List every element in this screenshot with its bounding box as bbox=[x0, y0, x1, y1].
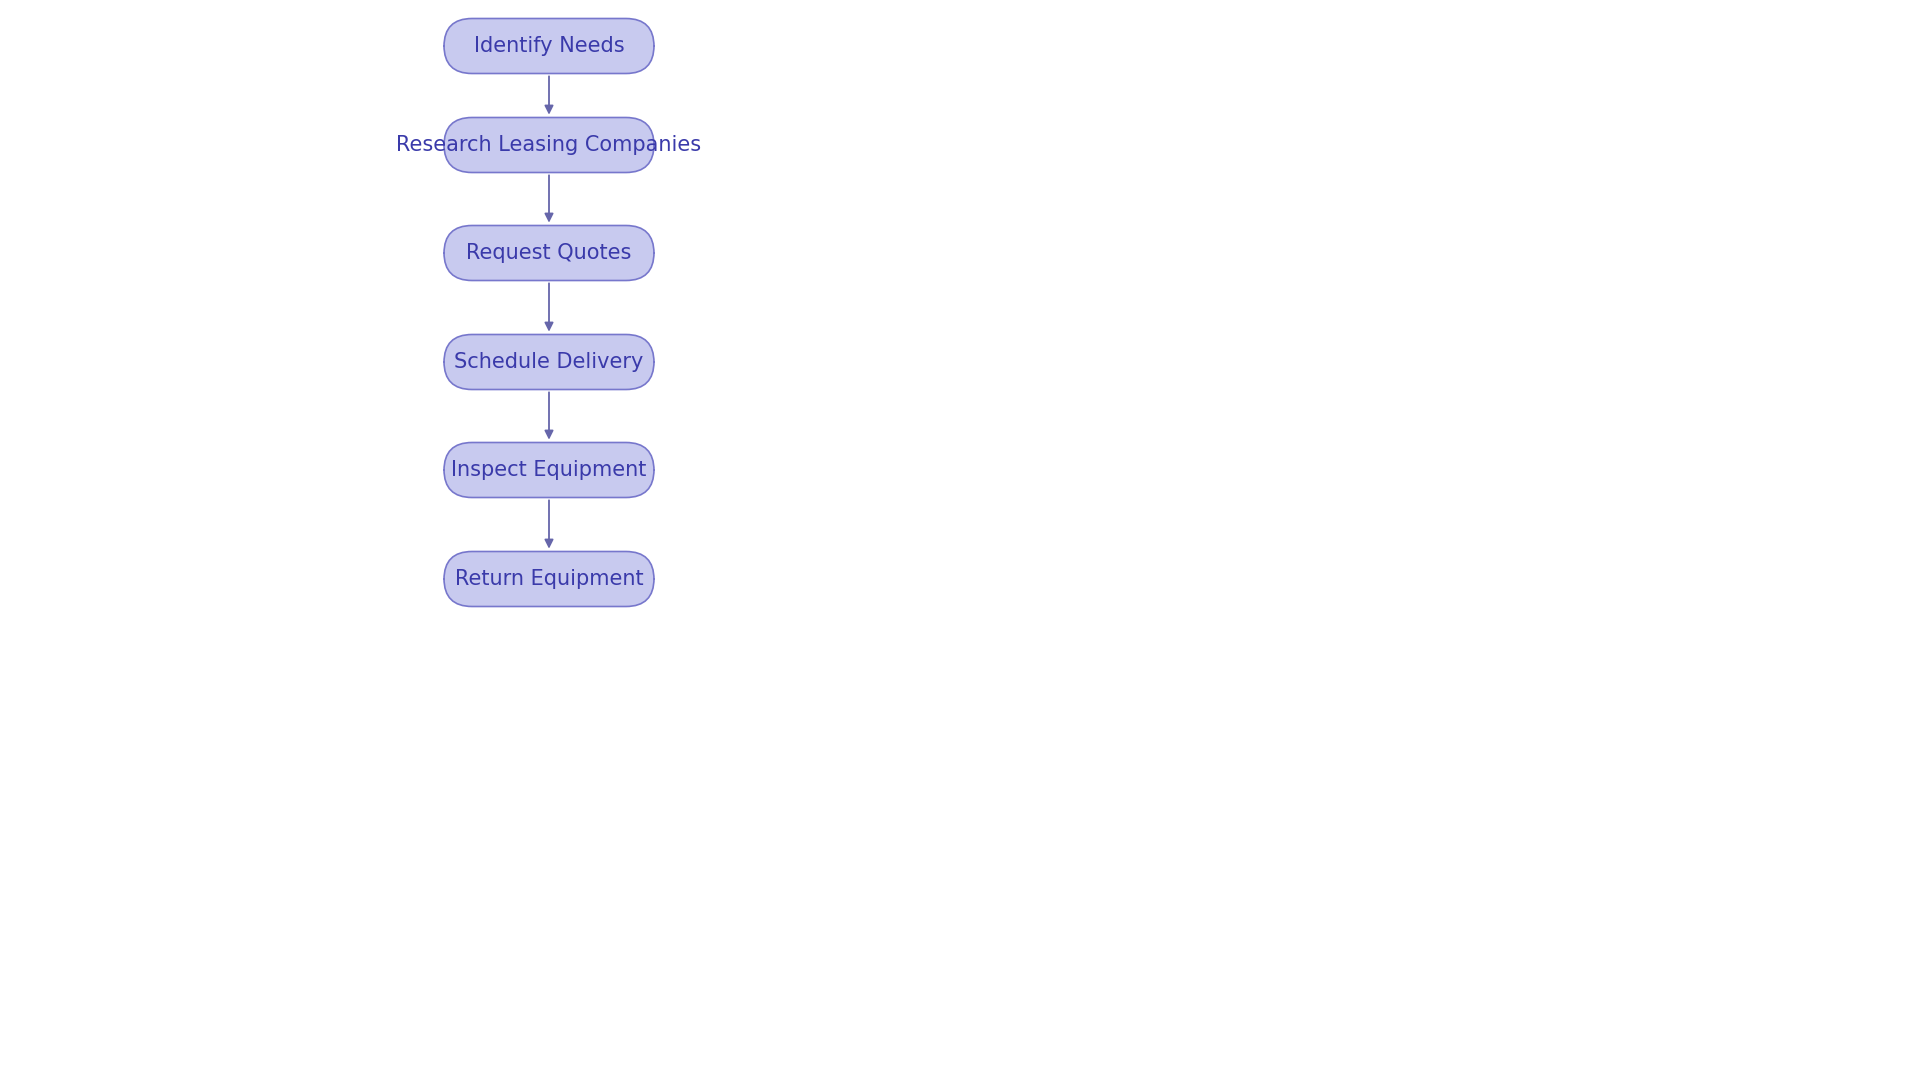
Text: Research Leasing Companies: Research Leasing Companies bbox=[396, 135, 701, 155]
Text: Return Equipment: Return Equipment bbox=[455, 569, 643, 589]
FancyBboxPatch shape bbox=[444, 117, 655, 172]
FancyBboxPatch shape bbox=[444, 225, 655, 280]
FancyBboxPatch shape bbox=[444, 443, 655, 497]
Text: Schedule Delivery: Schedule Delivery bbox=[455, 352, 643, 371]
FancyBboxPatch shape bbox=[444, 551, 655, 606]
Text: Inspect Equipment: Inspect Equipment bbox=[451, 460, 647, 480]
Text: Request Quotes: Request Quotes bbox=[467, 243, 632, 263]
Text: Identify Needs: Identify Needs bbox=[474, 36, 624, 56]
FancyBboxPatch shape bbox=[444, 335, 655, 390]
FancyBboxPatch shape bbox=[444, 18, 655, 74]
